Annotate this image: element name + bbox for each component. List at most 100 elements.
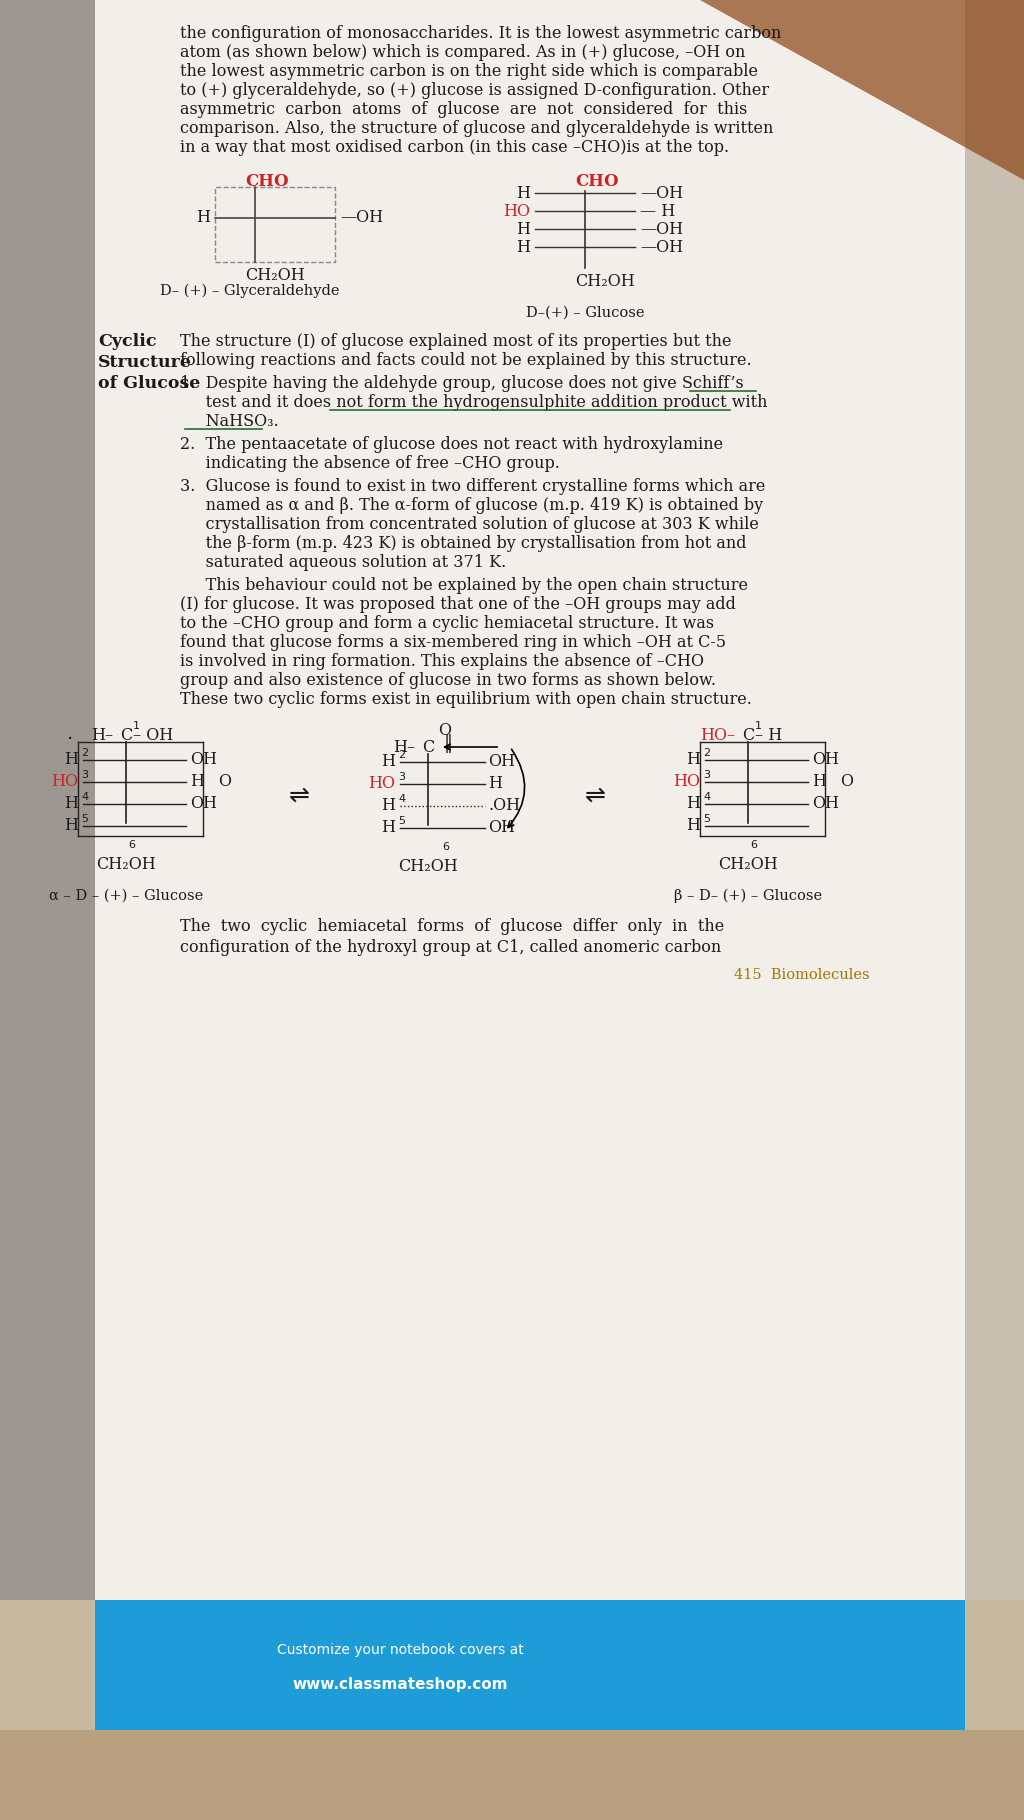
Text: These two cyclic forms exist in equilibrium with open chain structure.: These two cyclic forms exist in equilibr… — [180, 692, 752, 708]
Text: ‖: ‖ — [443, 733, 453, 753]
Text: H: H — [63, 817, 78, 835]
Polygon shape — [700, 0, 1024, 180]
Text: 6: 6 — [128, 841, 135, 850]
Text: —OH: —OH — [640, 184, 683, 202]
Text: H: H — [686, 817, 700, 835]
Text: to (+) glyceraldehyde, so (+) glucose is assigned D-configuration. Other: to (+) glyceraldehyde, so (+) glucose is… — [180, 82, 769, 98]
Text: O: O — [218, 774, 231, 790]
Text: HO: HO — [368, 775, 395, 792]
Text: the lowest asymmetric carbon is on the right side which is comparable: the lowest asymmetric carbon is on the r… — [180, 64, 758, 80]
Text: 4: 4 — [703, 792, 710, 803]
Text: CH₂OH: CH₂OH — [575, 273, 635, 289]
Text: CH₂OH: CH₂OH — [245, 268, 305, 284]
Text: Cyclic: Cyclic — [98, 333, 157, 349]
Text: CH₂OH: CH₂OH — [96, 855, 156, 874]
Text: OH: OH — [488, 819, 515, 837]
Text: 415  Biomolecules: 415 Biomolecules — [734, 968, 870, 983]
Text: 3.  Glucose is found to exist in two different crystalline forms which are: 3. Glucose is found to exist in two diff… — [180, 479, 765, 495]
Text: configuration of the hydroxyl group at C1, called anomeric carbon: configuration of the hydroxyl group at C… — [180, 939, 721, 956]
Text: HO: HO — [51, 774, 78, 790]
Text: HO: HO — [673, 774, 700, 790]
Text: The structure (I) of glucose explained most of its properties but the: The structure (I) of glucose explained m… — [180, 333, 731, 349]
Bar — [0, 0, 95, 1820]
Text: H: H — [190, 774, 204, 790]
Text: O: O — [438, 723, 452, 739]
Text: — H: — H — [640, 202, 675, 220]
Text: OH: OH — [812, 752, 839, 768]
Text: β – D– (+) – Glucose: β – D– (+) – Glucose — [674, 888, 822, 903]
Text: H: H — [63, 795, 78, 812]
Text: —OH: —OH — [340, 209, 383, 226]
Text: (I) for glucose. It was proposed that one of the –OH groups may add: (I) for glucose. It was proposed that on… — [180, 595, 736, 613]
Bar — [95, 0, 965, 1820]
Text: 1.  Despite having the aldehyde group, glucose does not give Schiff’s: 1. Despite having the aldehyde group, gl… — [180, 375, 743, 391]
Text: comparison. Also, the structure of glucose and glyceraldehyde is written: comparison. Also, the structure of gluco… — [180, 120, 773, 136]
Text: H: H — [488, 775, 502, 792]
Text: saturated aqueous solution at 371 K.: saturated aqueous solution at 371 K. — [180, 553, 506, 571]
Text: —OH: —OH — [640, 238, 683, 255]
Text: named as α and β. The α-form of glucose (m.p. 419 K) is obtained by: named as α and β. The α-form of glucose … — [180, 497, 763, 513]
Text: OH: OH — [488, 753, 515, 770]
Text: α – D – (+) – Glucose: α – D – (+) – Glucose — [49, 888, 203, 903]
Bar — [0, 1731, 1024, 1820]
Text: H: H — [812, 774, 826, 790]
Text: ⇌: ⇌ — [585, 784, 605, 808]
Text: D–(+) – Glucose: D–(+) – Glucose — [525, 306, 644, 320]
Text: ·: · — [67, 730, 73, 750]
Text: in a way that most oxidised carbon (in this case –CHO)is at the top.: in a way that most oxidised carbon (in t… — [180, 138, 729, 157]
Text: H–: H– — [91, 726, 113, 744]
Text: OH: OH — [190, 752, 217, 768]
Text: following reactions and facts could not be explained by this structure.: following reactions and facts could not … — [180, 351, 752, 369]
Text: of Glucose: of Glucose — [98, 375, 201, 391]
Text: O: O — [840, 774, 853, 790]
Text: the configuration of monosaccharides. It is the lowest asymmetric carbon: the configuration of monosaccharides. It… — [180, 25, 781, 42]
Text: H: H — [381, 753, 395, 770]
Text: to the –CHO group and form a cyclic hemiacetal structure. It was: to the –CHO group and form a cyclic hemi… — [180, 615, 714, 632]
Text: H: H — [516, 184, 530, 202]
Text: H–: H– — [393, 739, 415, 755]
Text: This behaviour could not be explained by the open chain structure: This behaviour could not be explained by… — [180, 577, 748, 593]
Text: 4: 4 — [398, 794, 406, 804]
Text: crystallisation from concentrated solution of glucose at 303 K while: crystallisation from concentrated soluti… — [180, 517, 759, 533]
Text: OH: OH — [190, 795, 217, 812]
FancyArrowPatch shape — [444, 744, 498, 750]
Text: Structure: Structure — [98, 355, 193, 371]
Text: www.classmateshop.com: www.classmateshop.com — [292, 1678, 508, 1693]
Text: 4: 4 — [81, 792, 88, 803]
Text: the β-form (m.p. 423 K) is obtained by crystallisation from hot and: the β-form (m.p. 423 K) is obtained by c… — [180, 535, 746, 551]
Text: .OH: .OH — [488, 797, 520, 815]
Text: – OH: – OH — [133, 726, 173, 744]
Bar — [0, 1600, 1024, 1820]
Text: 5: 5 — [703, 814, 710, 824]
Text: HO–: HO– — [699, 726, 735, 744]
Text: —OH: —OH — [640, 220, 683, 237]
Text: The  two  cyclic  hemiacetal  forms  of  glucose  differ  only  in  the: The two cyclic hemiacetal forms of gluco… — [180, 917, 724, 935]
Text: Customize your notebook covers at: Customize your notebook covers at — [276, 1643, 523, 1656]
Text: H: H — [381, 797, 395, 815]
Text: 5: 5 — [398, 815, 406, 826]
Text: 6: 6 — [750, 841, 757, 850]
Text: H: H — [381, 819, 395, 837]
Text: H: H — [686, 795, 700, 812]
Text: CH₂OH: CH₂OH — [398, 857, 458, 875]
Text: – H: – H — [755, 726, 782, 744]
Text: H: H — [63, 752, 78, 768]
Text: atom (as shown below) which is compared. As in (+) glucose, –OH on: atom (as shown below) which is compared.… — [180, 44, 745, 62]
FancyArrowPatch shape — [508, 750, 524, 828]
Text: test and it does not form the hydrogensulphite addition product with: test and it does not form the hydrogensu… — [180, 393, 768, 411]
Text: 2: 2 — [703, 748, 710, 757]
Text: D– (+) – Glyceraldehyde: D– (+) – Glyceraldehyde — [160, 284, 340, 298]
Text: 3: 3 — [703, 770, 710, 781]
Text: 3: 3 — [81, 770, 88, 781]
Text: CHO: CHO — [575, 173, 618, 189]
Text: indicating the absence of free –CHO group.: indicating the absence of free –CHO grou… — [180, 455, 560, 471]
Text: H: H — [516, 220, 530, 237]
Text: H: H — [686, 752, 700, 768]
Bar — [95, 1600, 965, 1731]
Text: found that glucose forms a six-membered ring in which –OH at C-5: found that glucose forms a six-membered … — [180, 633, 726, 652]
Text: asymmetric  carbon  atoms  of  glucose  are  not  considered  for  this: asymmetric carbon atoms of glucose are n… — [180, 100, 748, 118]
Text: 6: 6 — [442, 843, 449, 852]
Text: 2: 2 — [81, 748, 88, 757]
Text: 1: 1 — [133, 721, 140, 732]
Text: CHO: CHO — [245, 173, 289, 189]
